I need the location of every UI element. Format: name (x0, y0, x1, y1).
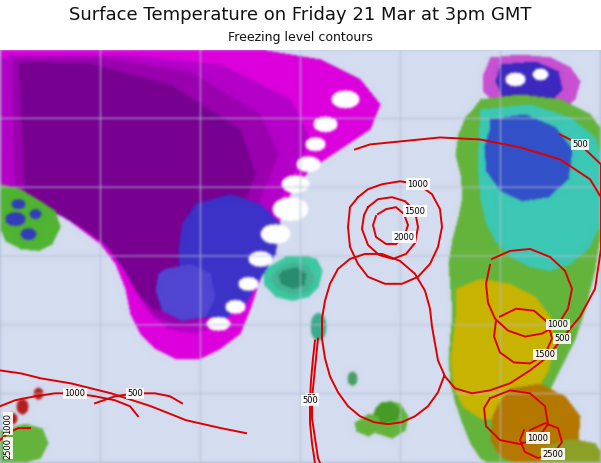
Text: 1000: 1000 (528, 434, 549, 443)
Text: 1000: 1000 (548, 320, 569, 329)
Text: 1000: 1000 (64, 389, 85, 398)
Text: Surface Temperature on Friday 21 Mar at 3pm GMT: Surface Temperature on Friday 21 Mar at … (69, 6, 532, 25)
Text: 2000: 2000 (394, 232, 415, 242)
Text: 500: 500 (572, 140, 588, 149)
Text: 1500: 1500 (404, 206, 426, 216)
Text: 2500: 2500 (543, 450, 564, 458)
Text: 500: 500 (302, 396, 318, 405)
Text: 1500: 1500 (534, 350, 555, 359)
Text: 1000: 1000 (407, 180, 429, 189)
Text: 500: 500 (554, 334, 570, 343)
Text: 500: 500 (127, 389, 143, 398)
Text: 1000: 1000 (4, 413, 13, 434)
Text: Freezing level contours: Freezing level contours (228, 31, 373, 44)
Text: 2500: 2500 (4, 438, 13, 458)
Text: 50: 50 (307, 394, 317, 403)
